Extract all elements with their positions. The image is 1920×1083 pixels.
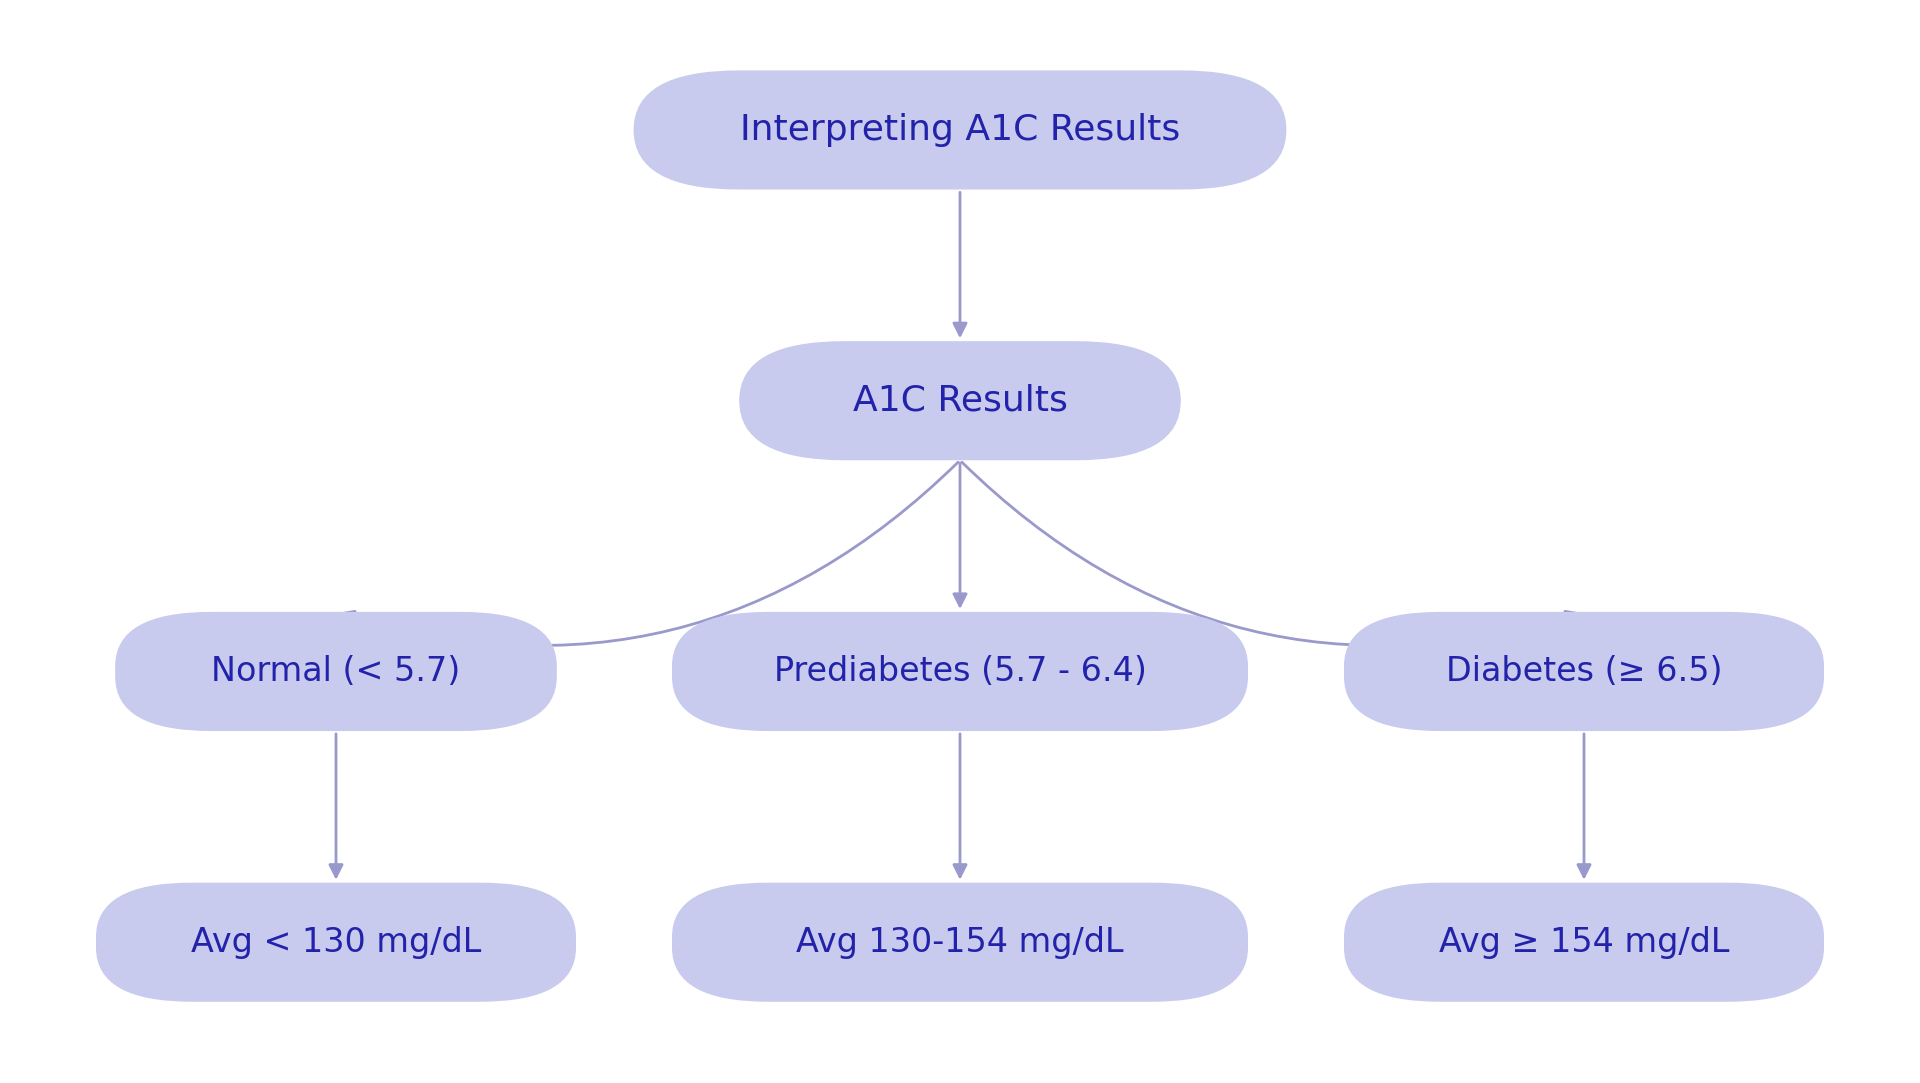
FancyBboxPatch shape xyxy=(96,883,576,1002)
Text: Avg ≥ 154 mg/dL: Avg ≥ 154 mg/dL xyxy=(1438,926,1730,958)
Text: Prediabetes (5.7 - 6.4): Prediabetes (5.7 - 6.4) xyxy=(774,655,1146,688)
Text: Normal (< 5.7): Normal (< 5.7) xyxy=(211,655,461,688)
Text: Avg < 130 mg/dL: Avg < 130 mg/dL xyxy=(190,926,482,958)
Text: Avg 130-154 mg/dL: Avg 130-154 mg/dL xyxy=(797,926,1123,958)
FancyBboxPatch shape xyxy=(672,612,1248,731)
FancyBboxPatch shape xyxy=(672,883,1248,1002)
Text: Diabetes (≥ 6.5): Diabetes (≥ 6.5) xyxy=(1446,655,1722,688)
Text: A1C Results: A1C Results xyxy=(852,383,1068,418)
Text: Interpreting A1C Results: Interpreting A1C Results xyxy=(739,113,1181,147)
FancyBboxPatch shape xyxy=(1344,612,1824,731)
FancyBboxPatch shape xyxy=(1344,883,1824,1002)
FancyBboxPatch shape xyxy=(739,341,1181,460)
FancyBboxPatch shape xyxy=(115,612,557,731)
FancyBboxPatch shape xyxy=(634,70,1286,190)
